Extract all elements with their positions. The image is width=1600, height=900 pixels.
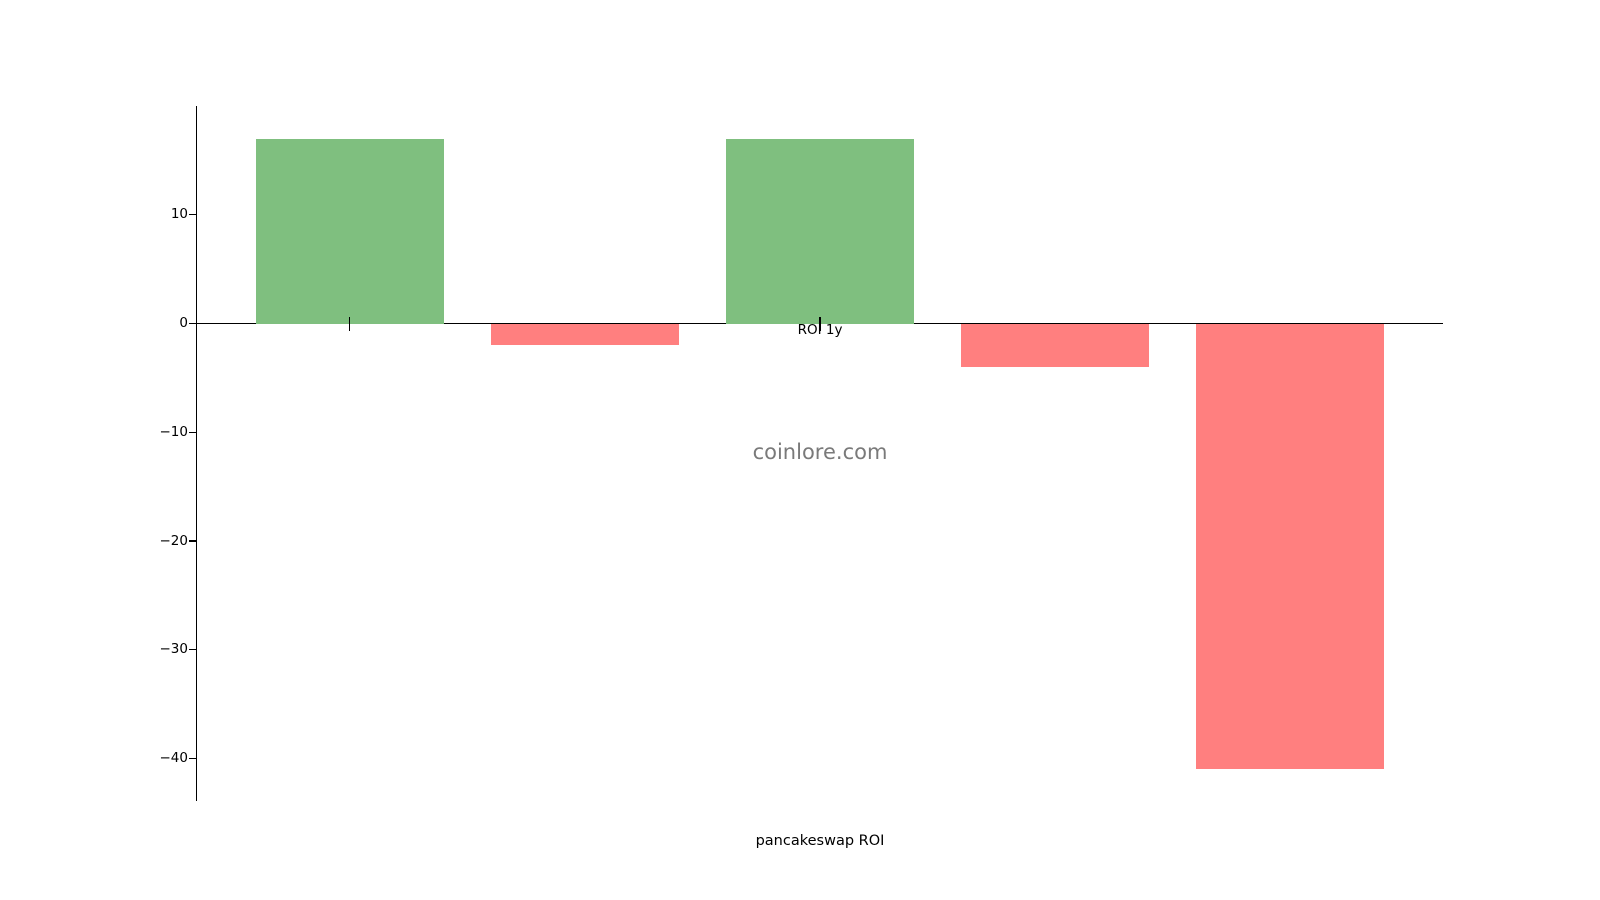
x-axis-label: pancakeswap ROI bbox=[755, 833, 885, 849]
y-tick-mark bbox=[188, 757, 196, 760]
y-tick-mark bbox=[188, 322, 196, 325]
y-tick-label: −30 bbox=[159, 641, 189, 658]
y-tick-label: −20 bbox=[159, 532, 189, 549]
x-tick-label: ROI 1y bbox=[797, 321, 843, 338]
bar-negative bbox=[490, 323, 679, 346]
y-tick-label: 0 bbox=[179, 315, 188, 332]
bar-positive bbox=[255, 138, 444, 324]
y-tick-mark bbox=[188, 540, 196, 542]
bar-negative bbox=[961, 323, 1150, 368]
watermark-text: coinlore.com bbox=[752, 440, 888, 464]
y-tick-mark bbox=[188, 649, 196, 651]
y-tick-label: −10 bbox=[159, 423, 189, 440]
y-tick-label: 10 bbox=[170, 206, 188, 223]
bar-positive bbox=[725, 138, 915, 324]
bar-negative bbox=[1196, 323, 1385, 770]
y-tick-label: −40 bbox=[159, 750, 189, 767]
x-tick-mark bbox=[349, 316, 351, 331]
y-axis-spine bbox=[195, 106, 197, 801]
x-tick-mark bbox=[819, 316, 821, 331]
y-tick-mark bbox=[188, 431, 196, 433]
y-tick-mark bbox=[188, 214, 196, 216]
